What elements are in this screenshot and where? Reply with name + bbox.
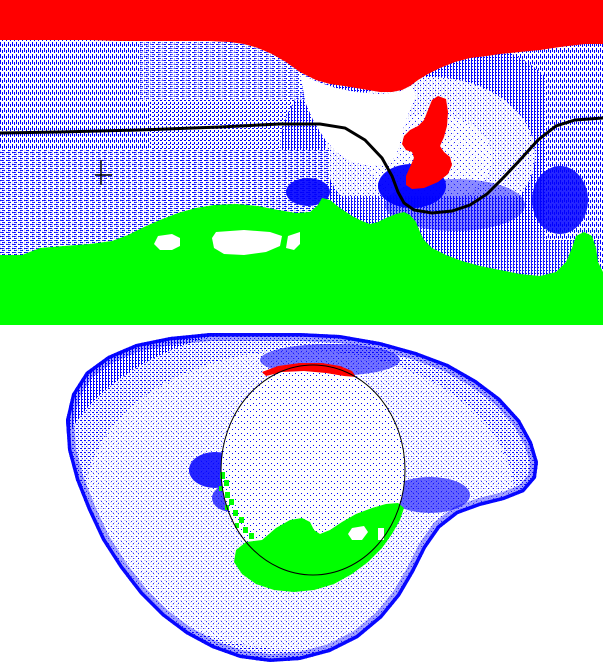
top-panel-cartesian-domain — [0, 0, 603, 325]
region-green-lower — [0, 198, 603, 325]
contour-tick-marker — [95, 160, 112, 185]
inner-circle-contour — [220, 364, 406, 576]
green-hole-right — [286, 232, 300, 250]
green-hole-large — [212, 230, 282, 255]
bottom-panel-deformed-domain — [0, 325, 603, 667]
green-hole-crescent-2 — [378, 528, 384, 540]
top-panel-canvas — [0, 0, 603, 325]
bottom-panel-canvas — [0, 325, 603, 667]
white-gap-under-red — [300, 74, 416, 166]
region-red-inner-blob — [402, 96, 452, 189]
green-speckles — [219, 472, 254, 539]
region-green-crescent — [234, 503, 404, 592]
region-red-upper-band — [0, 0, 603, 92]
region-red-top-arc — [262, 363, 356, 377]
green-hole-crescent — [348, 526, 368, 540]
green-hole-small — [154, 234, 180, 250]
top-panel-black-contour — [0, 116, 603, 215]
